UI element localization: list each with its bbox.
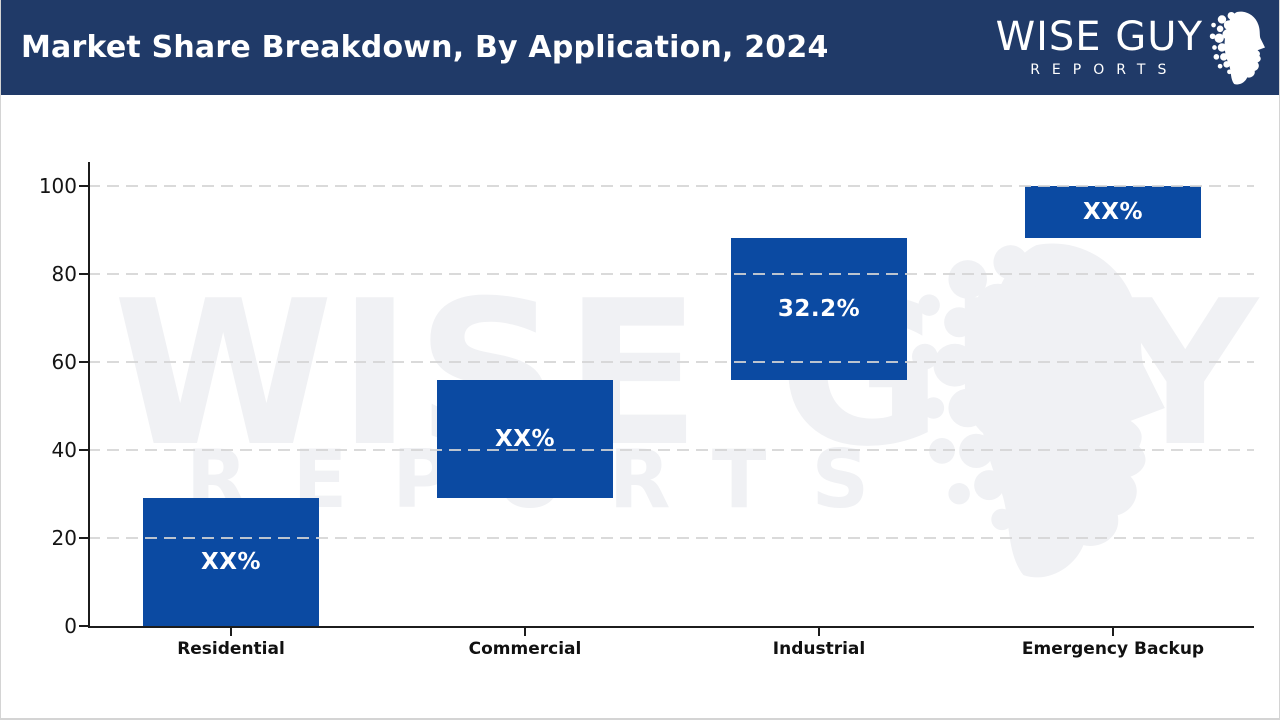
value-label-residential: XX% <box>200 549 261 576</box>
bar-industrial: 32.2% <box>731 237 907 380</box>
gridline-y80 <box>88 273 1254 275</box>
y-axis-label-0: 0 <box>64 614 77 638</box>
y-axis-spine <box>88 162 90 628</box>
brand-logo: WISE GUY REPORTS <box>996 8 1265 87</box>
y-tick-20 <box>79 537 88 539</box>
brand-subname: REPORTS <box>1030 62 1179 78</box>
y-tick-60 <box>79 361 88 363</box>
x-axis-label-emergency-backup: Emergency Backup <box>1021 639 1205 659</box>
y-tick-80 <box>79 273 88 275</box>
y-axis-label-20: 20 <box>51 526 77 550</box>
y-axis-label-40: 40 <box>51 438 77 462</box>
gridline-y20 <box>88 537 1254 539</box>
x-axis-label-residential: Residential <box>177 639 285 659</box>
page-title: Market Share Breakdown, By Application, … <box>21 30 829 65</box>
y-axis-label-100: 100 <box>38 174 77 198</box>
x-tick-residential <box>230 628 232 636</box>
watermark-head-icon <box>899 228 1165 588</box>
y-axis-label-60: 60 <box>51 350 77 374</box>
x-tick-emergency-backup <box>1112 628 1114 636</box>
y-tick-0 <box>79 625 88 627</box>
gridline-y60 <box>88 361 1254 363</box>
x-tick-industrial <box>818 628 820 636</box>
value-label-commercial: XX% <box>494 425 555 452</box>
value-label-emergency-backup: XX% <box>1082 198 1143 225</box>
bar-commercial: XX% <box>437 379 613 499</box>
x-axis-label-industrial: Industrial <box>772 639 866 659</box>
x-axis-spine <box>88 626 1254 628</box>
x-tick-commercial <box>524 628 526 636</box>
gridline-y100 <box>88 185 1254 187</box>
y-axis-label-80: 80 <box>51 262 77 286</box>
value-label-industrial: 32.2% <box>777 295 861 322</box>
gridline-y40 <box>88 449 1254 451</box>
y-tick-100 <box>79 185 88 187</box>
brand-head-icon <box>1207 8 1265 87</box>
x-axis-label-commercial: Commercial <box>468 639 582 659</box>
y-tick-40 <box>79 449 88 451</box>
bar-emergency-backup: XX% <box>1025 186 1201 238</box>
bar-residential: XX% <box>143 498 319 626</box>
brand-logo-text: WISE GUY REPORTS <box>996 17 1203 78</box>
header-bar: Market Share Breakdown, By Application, … <box>1 0 1279 95</box>
brand-name: WISE GUY <box>995 14 1203 60</box>
